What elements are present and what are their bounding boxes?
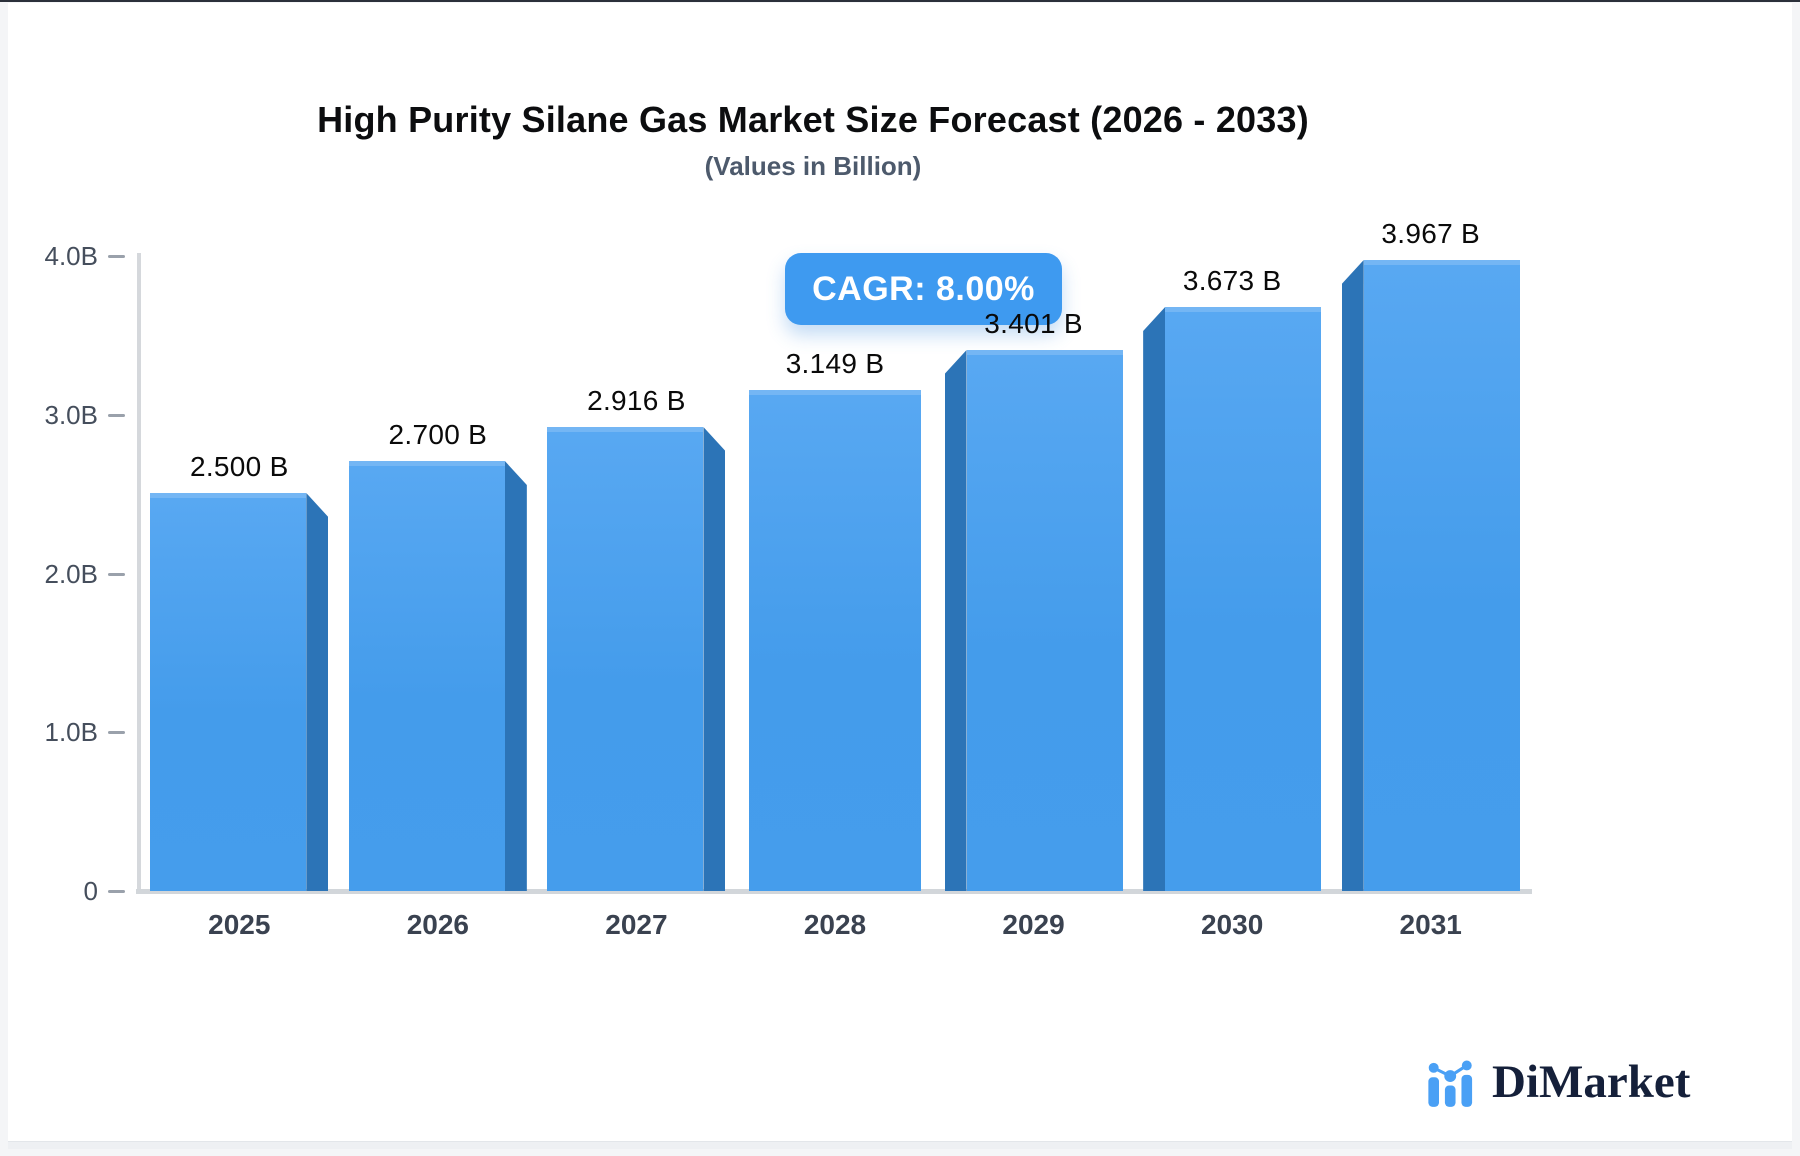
bar-2029 bbox=[944, 350, 1123, 891]
bar-value-label: 3.673 B bbox=[1182, 265, 1282, 296]
x-axis-label-2031: 2031 bbox=[1399, 909, 1462, 940]
y-axis-tick-label: 2.0B bbox=[44, 558, 99, 589]
y-axis-tick-mark bbox=[108, 413, 125, 417]
bar-3d-side bbox=[944, 350, 967, 891]
y-axis-tick-label: 0 bbox=[83, 876, 98, 906]
bar-face bbox=[749, 390, 921, 891]
bar-value-label: 2.500 B bbox=[189, 451, 289, 482]
card-bottom-edge bbox=[8, 1141, 1792, 1149]
cagr-badge: CAGR: 8.00% bbox=[785, 253, 1062, 325]
chart-card: High Purity Silane Gas Market Size Forec… bbox=[8, 3, 1792, 1149]
y-axis-tick-mark bbox=[108, 890, 125, 893]
x-axis-line bbox=[136, 889, 1532, 894]
bar-2030 bbox=[1143, 307, 1322, 891]
dimarket-logo-icon bbox=[1428, 1060, 1473, 1107]
bar-3d-side bbox=[1341, 260, 1364, 891]
bar-2026 bbox=[348, 461, 527, 891]
bar-value-label: 3.401 B bbox=[984, 308, 1083, 339]
y-axis-line bbox=[137, 253, 141, 894]
bar-2028 bbox=[749, 390, 921, 891]
y-axis-tick-mark bbox=[108, 731, 125, 735]
bar-face bbox=[547, 427, 704, 891]
bar-value-label: 3.149 B bbox=[785, 348, 885, 379]
bar-2031 bbox=[1341, 260, 1520, 891]
chart-subtitle: (Values in Billion) bbox=[704, 151, 922, 181]
bar-value-label: 2.700 B bbox=[388, 419, 488, 450]
bar-value-label: 2.916 B bbox=[587, 385, 686, 416]
y-axis-tick-label: 4.0B bbox=[44, 241, 99, 271]
bar-3d-side bbox=[703, 427, 726, 891]
bar-2027 bbox=[547, 427, 726, 891]
bar-face bbox=[348, 461, 505, 891]
y-axis-tick-mark bbox=[108, 572, 125, 576]
bar-value-label: 3.967 B bbox=[1381, 218, 1481, 249]
bar-3d-side bbox=[306, 493, 329, 891]
bar-2025 bbox=[150, 493, 329, 891]
bar-3d-side bbox=[1143, 307, 1166, 891]
y-axis-tick-label: 3.0B bbox=[44, 399, 99, 430]
x-axis-label-2025: 2025 bbox=[208, 909, 271, 940]
window-top-edge bbox=[0, 0, 1800, 2]
x-axis-label-2028: 2028 bbox=[803, 909, 867, 940]
bar-face bbox=[1165, 307, 1322, 891]
x-axis-label-2026: 2026 bbox=[406, 909, 469, 940]
cagr-badge-label: CAGR: 8.00% bbox=[812, 269, 1035, 308]
dimarket-logo-text: DiMarket bbox=[1492, 1056, 1691, 1108]
bar-face bbox=[966, 350, 1123, 891]
bar-face bbox=[1363, 260, 1520, 891]
chart-title: High Purity Silane Gas Market Size Forec… bbox=[317, 99, 1309, 140]
x-axis-label-2027: 2027 bbox=[605, 909, 668, 940]
x-axis-label-2029: 2029 bbox=[1002, 909, 1065, 940]
y-axis-tick-mark bbox=[108, 255, 125, 258]
bar-3d-side bbox=[504, 461, 527, 891]
bar-face bbox=[150, 493, 307, 891]
x-axis-label-2030: 2030 bbox=[1200, 909, 1264, 940]
y-axis-tick-label: 1.0B bbox=[44, 717, 99, 748]
dimarket-logo: DiMarket bbox=[1426, 1047, 1706, 1117]
